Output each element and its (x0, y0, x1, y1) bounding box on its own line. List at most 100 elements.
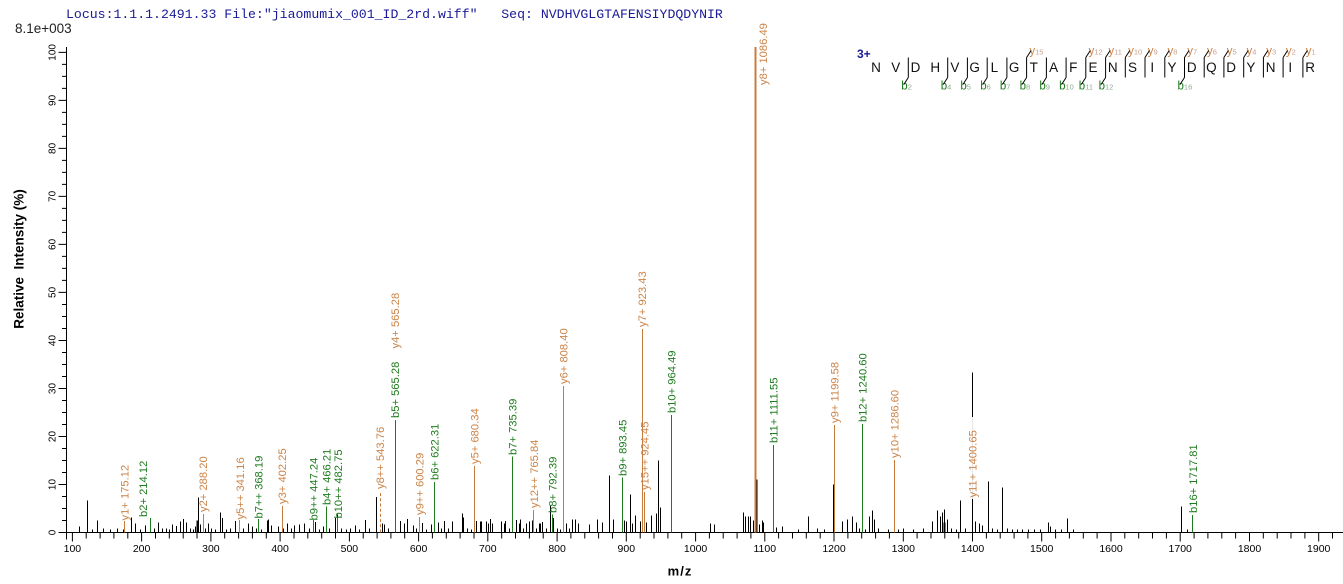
svg-text:y4+ 565.28: y4+ 565.28 (390, 293, 402, 349)
svg-text:600: 600 (410, 543, 428, 555)
svg-text:b12: b12 (1099, 81, 1114, 93)
svg-text:y3: y3 (1266, 46, 1276, 58)
svg-text:L: L (991, 60, 999, 75)
svg-text:b10: b10 (1059, 81, 1074, 93)
svg-text:b9: b9 (1039, 81, 1050, 93)
svg-text:b16: b16 (1178, 81, 1193, 93)
svg-text:20: 20 (48, 431, 59, 443)
svg-text:3+: 3+ (857, 47, 871, 61)
svg-text:1000: 1000 (684, 543, 708, 555)
svg-text:y6+ 808.40: y6+ 808.40 (559, 328, 571, 384)
svg-text:V: V (891, 60, 900, 75)
svg-text:I: I (1150, 60, 1154, 75)
svg-text:80: 80 (48, 142, 59, 154)
svg-text:800: 800 (548, 543, 566, 555)
svg-text:G: G (1009, 60, 1020, 75)
svg-text:b12+ 1240.60: b12+ 1240.60 (858, 353, 870, 422)
svg-text:1700: 1700 (1169, 543, 1193, 555)
svg-text:8.1e+003: 8.1e+003 (15, 21, 72, 36)
svg-text:y2: y2 (1286, 46, 1296, 58)
svg-text:Q: Q (1206, 60, 1217, 75)
svg-text:1900: 1900 (1307, 543, 1331, 555)
svg-text:y11: y11 (1108, 46, 1122, 58)
svg-text:y15: y15 (1029, 46, 1043, 58)
svg-text:A: A (1049, 60, 1058, 75)
svg-text:Relative Intensity (%): Relative Intensity (%) (12, 189, 27, 329)
svg-text:y1: y1 (1306, 46, 1316, 58)
svg-text:y12++ 765.84: y12++ 765.84 (529, 440, 541, 508)
svg-text:y7: y7 (1187, 46, 1197, 58)
svg-text:90: 90 (48, 94, 59, 106)
svg-text:N: N (1266, 60, 1276, 75)
svg-text:b2+ 214.12: b2+ 214.12 (138, 461, 150, 517)
svg-text:1600: 1600 (1099, 543, 1123, 555)
svg-text:b16+ 1717.81: b16+ 1717.81 (1188, 444, 1200, 513)
svg-text:y5+ 680.34: y5+ 680.34 (470, 408, 482, 464)
svg-text:30: 30 (48, 383, 59, 395)
svg-text:m/z: m/z (668, 563, 693, 578)
svg-text:y9: y9 (1148, 46, 1158, 58)
svg-text:V: V (950, 60, 959, 75)
svg-text:b7+ 735.39: b7+ 735.39 (507, 399, 519, 455)
svg-text:b10+ 964.49: b10+ 964.49 (666, 350, 678, 413)
svg-text:D: D (911, 60, 921, 75)
svg-text:S: S (1128, 60, 1137, 75)
svg-text:E: E (1088, 60, 1097, 75)
svg-text:y8: y8 (1168, 46, 1178, 58)
svg-text:y9+ 1199.58: y9+ 1199.58 (829, 362, 841, 423)
svg-text:b10++ 482.75: b10++ 482.75 (333, 449, 345, 518)
svg-text:b7++ 368.19: b7++ 368.19 (254, 456, 266, 519)
svg-text:b9+ 893.45: b9+ 893.45 (617, 420, 629, 476)
svg-text:F: F (1069, 60, 1077, 75)
svg-text:b6: b6 (980, 81, 991, 93)
svg-text:400: 400 (271, 543, 289, 555)
svg-text:1800: 1800 (1238, 543, 1262, 555)
svg-text:200: 200 (133, 543, 151, 555)
svg-text:y11+ 1400.65: y11+ 1400.65 (968, 430, 980, 497)
svg-text:b7: b7 (1000, 81, 1011, 93)
svg-text:10: 10 (48, 479, 59, 491)
svg-text:b4: b4 (941, 81, 952, 93)
svg-text:y10+ 1286.60: y10+ 1286.60 (890, 390, 902, 458)
svg-text:H: H (930, 60, 940, 75)
svg-text:I: I (1288, 60, 1292, 75)
svg-text:b9++ 447.24: b9++ 447.24 (308, 458, 320, 521)
svg-text:G: G (969, 60, 980, 75)
svg-text:Y: Y (1246, 60, 1255, 75)
svg-text:R: R (1305, 60, 1315, 75)
svg-text:b5: b5 (960, 81, 971, 93)
svg-text:b4+ 466.21: b4+ 466.21 (321, 449, 333, 505)
svg-text:b6+ 622.31: b6+ 622.31 (430, 424, 442, 480)
svg-text:b8: b8 (1020, 81, 1031, 93)
svg-text:0: 0 (48, 529, 59, 535)
svg-text:1300: 1300 (892, 543, 916, 555)
svg-text:100: 100 (64, 543, 82, 555)
svg-text:b11: b11 (1079, 81, 1093, 93)
svg-text:700: 700 (479, 543, 497, 555)
svg-text:Locus:1.1.1.2491.33 File:"jiao: Locus:1.1.1.2491.33 File:"jiaomumix_001_… (66, 7, 723, 22)
svg-text:y2+ 288.20: y2+ 288.20 (198, 456, 210, 512)
svg-text:y12: y12 (1089, 46, 1103, 58)
svg-text:60: 60 (48, 238, 59, 250)
svg-text:y4: y4 (1247, 46, 1257, 58)
svg-text:y1+ 175.12: y1+ 175.12 (120, 465, 132, 521)
svg-text:40: 40 (48, 335, 59, 347)
svg-text:y7+ 923.43: y7+ 923.43 (637, 271, 649, 327)
svg-text:y15++ 924.45: y15++ 924.45 (640, 422, 652, 490)
svg-text:y8++ 543.76: y8++ 543.76 (375, 427, 387, 489)
svg-text:1200: 1200 (822, 543, 846, 555)
svg-text:50: 50 (48, 286, 59, 298)
svg-text:Y: Y (1167, 60, 1176, 75)
svg-text:900: 900 (618, 543, 636, 555)
svg-text:N: N (1108, 60, 1118, 75)
svg-text:100: 100 (48, 44, 59, 61)
svg-text:y5: y5 (1227, 46, 1237, 58)
svg-text:1100: 1100 (754, 543, 777, 555)
svg-text:y3+ 402.25: y3+ 402.25 (277, 448, 289, 504)
svg-text:y8+ 1086.49: y8+ 1086.49 (758, 23, 770, 85)
svg-text:1500: 1500 (1030, 543, 1054, 555)
svg-text:D: D (1226, 60, 1236, 75)
svg-text:y5++ 341.16: y5++ 341.16 (235, 457, 247, 519)
svg-text:b8+ 792.39: b8+ 792.39 (547, 457, 559, 513)
svg-text:T: T (1030, 60, 1038, 75)
